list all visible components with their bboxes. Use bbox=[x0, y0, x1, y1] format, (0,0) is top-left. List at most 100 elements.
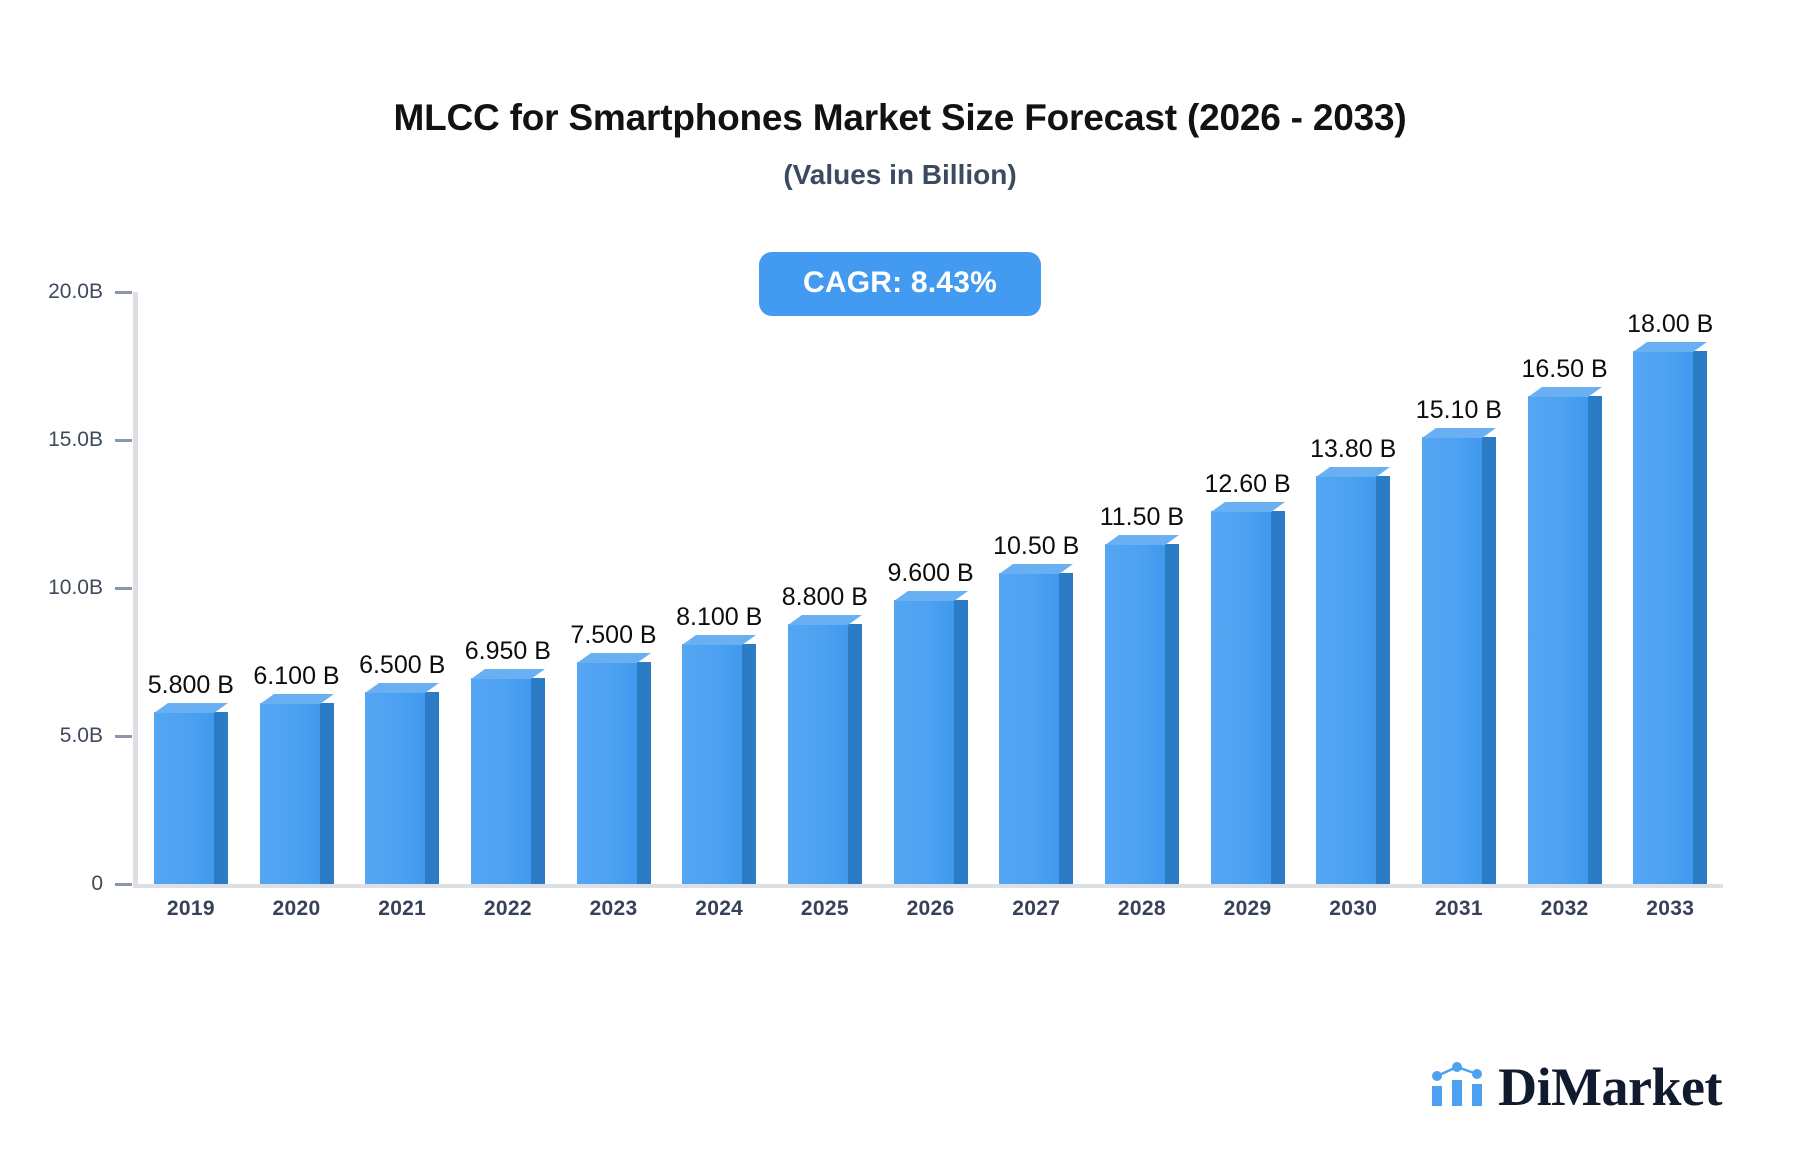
x-axis-tick: 2031 bbox=[1406, 897, 1512, 921]
bar-group[interactable]: 6.500 B bbox=[349, 292, 455, 884]
bar-side-face bbox=[1691, 351, 1708, 884]
y-axis-tick-label: 15.0B bbox=[48, 428, 103, 451]
bar-side-face bbox=[1479, 437, 1496, 884]
x-axis-tick-label: 2025 bbox=[800, 897, 849, 920]
bar-value-label: 6.100 B bbox=[253, 662, 340, 691]
bar-group[interactable]: 10.50 B bbox=[983, 292, 1089, 884]
bar-group[interactable]: 15.10 B bbox=[1406, 292, 1512, 884]
bar-side-face bbox=[1374, 475, 1391, 884]
x-axis-tick-label: 2024 bbox=[695, 897, 744, 920]
bar-group[interactable]: 18.00 B bbox=[1617, 292, 1723, 884]
bar-value-label: 11.50 B bbox=[1099, 502, 1185, 531]
bar-series: 5.800 B 6.100 B 6.500 B 6.950 B 7.500 B 8.100… bbox=[138, 292, 1723, 884]
bar-value-label: 8.100 B bbox=[676, 603, 763, 632]
bar-group[interactable]: 6.100 B bbox=[244, 292, 350, 884]
bar-side-face bbox=[1268, 511, 1285, 884]
bar-group[interactable]: 16.50 B bbox=[1512, 292, 1618, 884]
x-axis-tick-label: 2029 bbox=[1223, 897, 1272, 920]
bar-top-face bbox=[259, 694, 334, 705]
bar-value-label: 6.950 B bbox=[464, 637, 551, 666]
bar-group[interactable]: 11.50 B bbox=[1089, 292, 1195, 884]
x-axis-tick: 2023 bbox=[561, 897, 667, 921]
chart-subtitle: (Values in Billion) bbox=[783, 158, 1017, 190]
bar-value-label: 18.00 B bbox=[1627, 310, 1714, 339]
y-axis-tick: 0 bbox=[91, 872, 140, 895]
bar-side-face bbox=[951, 599, 968, 884]
bar-top-face bbox=[1210, 502, 1285, 513]
cagr-badge-container: CAGR: 8.43% bbox=[0, 252, 1800, 316]
x-axis-tick: 2022 bbox=[455, 897, 561, 921]
status-badge: CAGR: 8.43% bbox=[759, 252, 1041, 316]
bar-value-label: 9.600 B bbox=[887, 558, 974, 587]
x-axis-tick-label: 2026 bbox=[906, 897, 955, 920]
bar-side-face bbox=[528, 678, 545, 884]
bar-chart-icon bbox=[1430, 1061, 1486, 1113]
bar-top-face bbox=[1527, 386, 1602, 397]
x-axis-tick-label: 2032 bbox=[1540, 897, 1589, 920]
bar-top-face bbox=[470, 669, 545, 680]
bar[interactable] bbox=[787, 623, 848, 884]
page-title: MLCC for Smartphones Market Size Forecas… bbox=[393, 97, 1407, 138]
y-axis-tick: 20.0B bbox=[48, 280, 140, 303]
y-axis-tick-label: 5.0B bbox=[59, 724, 103, 747]
x-axis: 2019 2020 2021 2022 2023 2024 2025 2026 2027 2028… bbox=[138, 897, 1723, 921]
bar-group[interactable]: 8.100 B bbox=[666, 292, 772, 884]
x-axis-tick-label: 2019 bbox=[166, 897, 215, 920]
bar-group[interactable]: 9.600 B bbox=[878, 292, 984, 884]
bar[interactable] bbox=[1104, 543, 1165, 884]
bar-group[interactable]: 12.60 B bbox=[1195, 292, 1301, 884]
x-axis-tick-label: 2027 bbox=[1012, 897, 1061, 920]
bar-side-face bbox=[211, 712, 228, 884]
bar[interactable] bbox=[682, 644, 743, 884]
y-axis-tick-mark bbox=[115, 882, 132, 886]
x-axis-tick: 2029 bbox=[1195, 897, 1301, 921]
bar[interactable] bbox=[1633, 351, 1694, 884]
bar-group[interactable]: 6.950 B bbox=[455, 292, 561, 884]
bar[interactable] bbox=[999, 573, 1060, 884]
bar-top-face bbox=[1421, 428, 1496, 439]
bar[interactable] bbox=[153, 712, 214, 884]
bar-value-label: 7.500 B bbox=[570, 621, 657, 649]
bar-top-face bbox=[682, 635, 757, 646]
y-axis-tick-mark bbox=[115, 734, 132, 738]
bar-group[interactable]: 8.800 B bbox=[772, 292, 878, 884]
bar[interactable] bbox=[259, 703, 320, 884]
x-axis-tick: 2021 bbox=[349, 897, 455, 921]
y-axis: 0 5.0B 10.0B 15.0B 20.0B bbox=[0, 0, 140, 1156]
bar-top-face bbox=[1633, 342, 1708, 353]
y-axis-tick-mark bbox=[115, 290, 132, 294]
x-axis-tick: 2032 bbox=[1512, 897, 1618, 921]
bar[interactable] bbox=[1527, 395, 1588, 884]
y-axis-tick-label: 10.0B bbox=[48, 576, 103, 599]
bar-top-face bbox=[1104, 534, 1179, 545]
bar[interactable] bbox=[470, 678, 531, 884]
bar[interactable] bbox=[1316, 475, 1377, 884]
x-axis-tick: 2033 bbox=[1617, 897, 1723, 921]
x-axis-tick: 2025 bbox=[772, 897, 878, 921]
bar-group[interactable]: 5.800 B bbox=[138, 292, 244, 884]
bar-side-face bbox=[845, 623, 862, 884]
bar[interactable] bbox=[893, 599, 954, 884]
x-axis-tick-label: 2020 bbox=[272, 897, 321, 920]
bar-side-face bbox=[423, 691, 440, 884]
bar[interactable] bbox=[576, 662, 637, 884]
bar-top-face bbox=[576, 653, 651, 663]
bar[interactable] bbox=[1421, 437, 1482, 884]
bar-value-label: 10.50 B bbox=[993, 532, 1080, 561]
y-axis-tick-label: 0 bbox=[91, 872, 103, 895]
y-axis-tick-mark bbox=[115, 438, 132, 442]
bar-value-label: 5.800 B bbox=[147, 671, 234, 700]
x-axis-line bbox=[133, 884, 1723, 888]
bar[interactable] bbox=[365, 691, 426, 884]
bar-value-label: 15.10 B bbox=[1415, 396, 1502, 425]
x-axis-tick-label: 2031 bbox=[1434, 897, 1483, 920]
bar-top-face bbox=[1316, 466, 1391, 477]
x-axis-tick-label: 2021 bbox=[378, 897, 427, 920]
bar-group[interactable]: 13.80 B bbox=[1300, 292, 1406, 884]
bar[interactable] bbox=[1210, 511, 1271, 884]
brand-logo: DiMarket bbox=[1430, 1060, 1722, 1114]
bar-top-face bbox=[365, 682, 440, 693]
bar-group[interactable]: 7.500 B bbox=[561, 292, 667, 884]
x-axis-tick: 2024 bbox=[666, 897, 772, 921]
bar-top-face bbox=[893, 590, 968, 601]
